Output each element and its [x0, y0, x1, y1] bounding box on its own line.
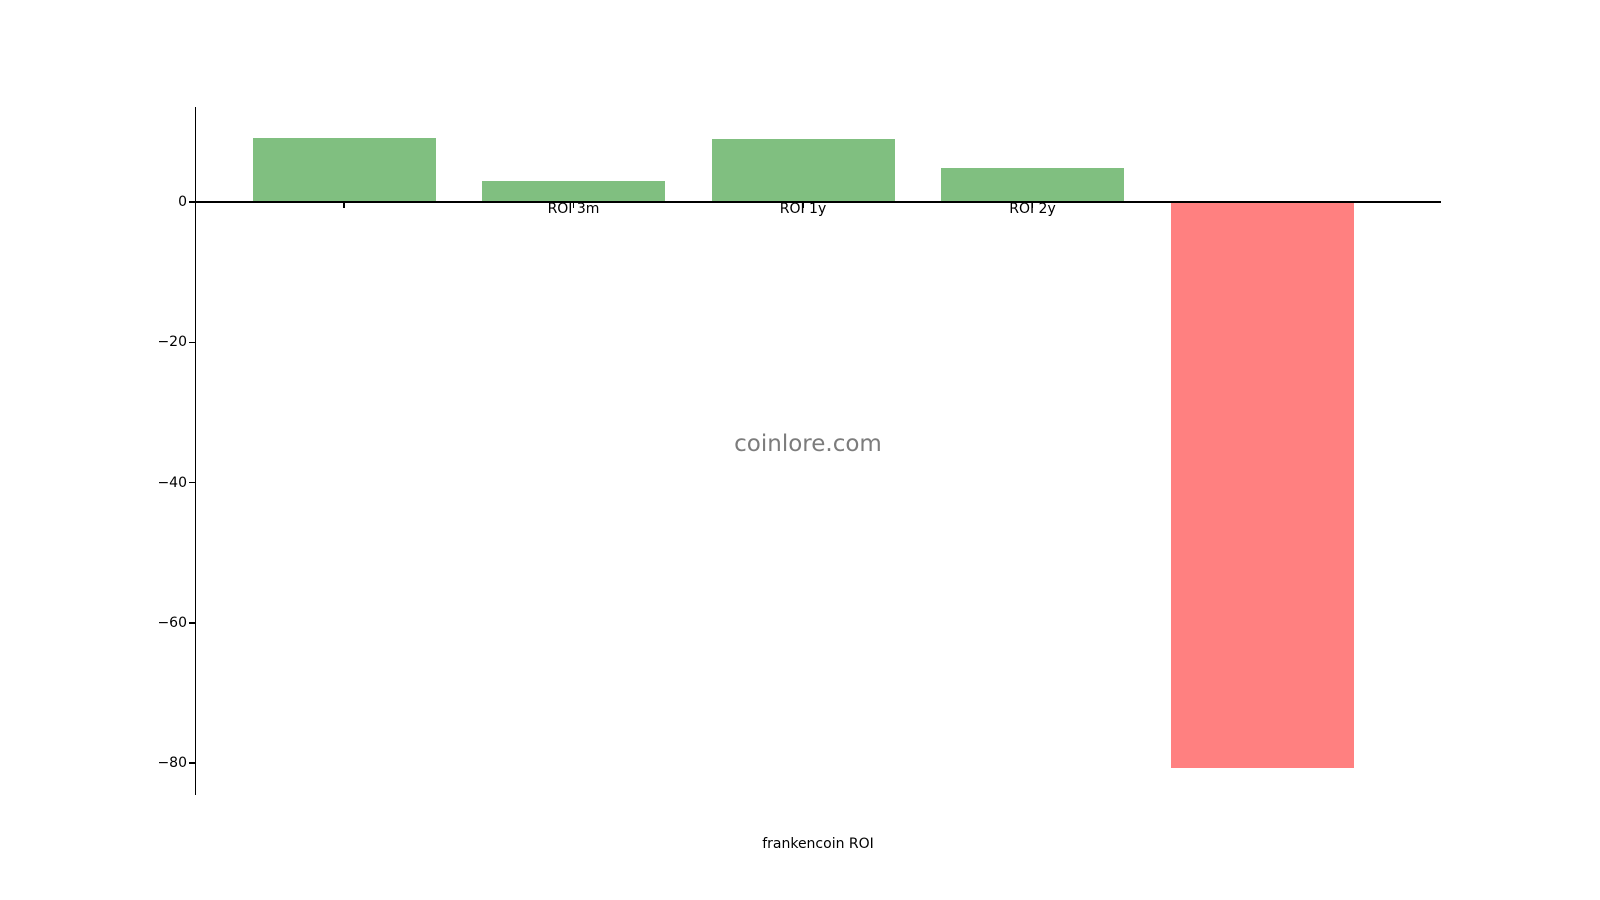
- roi-bar: [1170, 202, 1354, 768]
- x-tick-mark: [1031, 202, 1034, 208]
- roi-bar: [482, 180, 665, 202]
- roi-bar: [711, 138, 895, 202]
- y-tick-mark: [188, 341, 195, 343]
- y-tick-label: −60: [157, 614, 187, 631]
- x-tick-label: ROI 3m: [547, 201, 600, 217]
- x-axis-zero-line: [196, 201, 1441, 203]
- y-tick-label: −40: [157, 474, 187, 491]
- roi-bar: [252, 138, 436, 202]
- x-tick-mark: [802, 202, 804, 208]
- y-tick-mark: [188, 201, 195, 203]
- y-tick-mark: [188, 762, 195, 764]
- y-tick-mark: [188, 481, 195, 484]
- y-tick-label: −80: [157, 755, 187, 771]
- y-tick-mark: [188, 622, 195, 624]
- x-tick-mark: [572, 202, 575, 208]
- y-axis-line: [194, 106, 196, 796]
- x-tick-label: ROI 2y: [1009, 201, 1056, 217]
- roi-bar: [941, 168, 1124, 202]
- y-tick-label: 0: [178, 194, 187, 210]
- y-tick-label: −20: [157, 334, 187, 351]
- x-axis-title: frankencoin ROI: [762, 836, 874, 852]
- x-tick-mark: [343, 202, 345, 208]
- x-tick-label: ROI 1y: [779, 201, 827, 217]
- watermark-text: coinlore.com: [734, 431, 882, 457]
